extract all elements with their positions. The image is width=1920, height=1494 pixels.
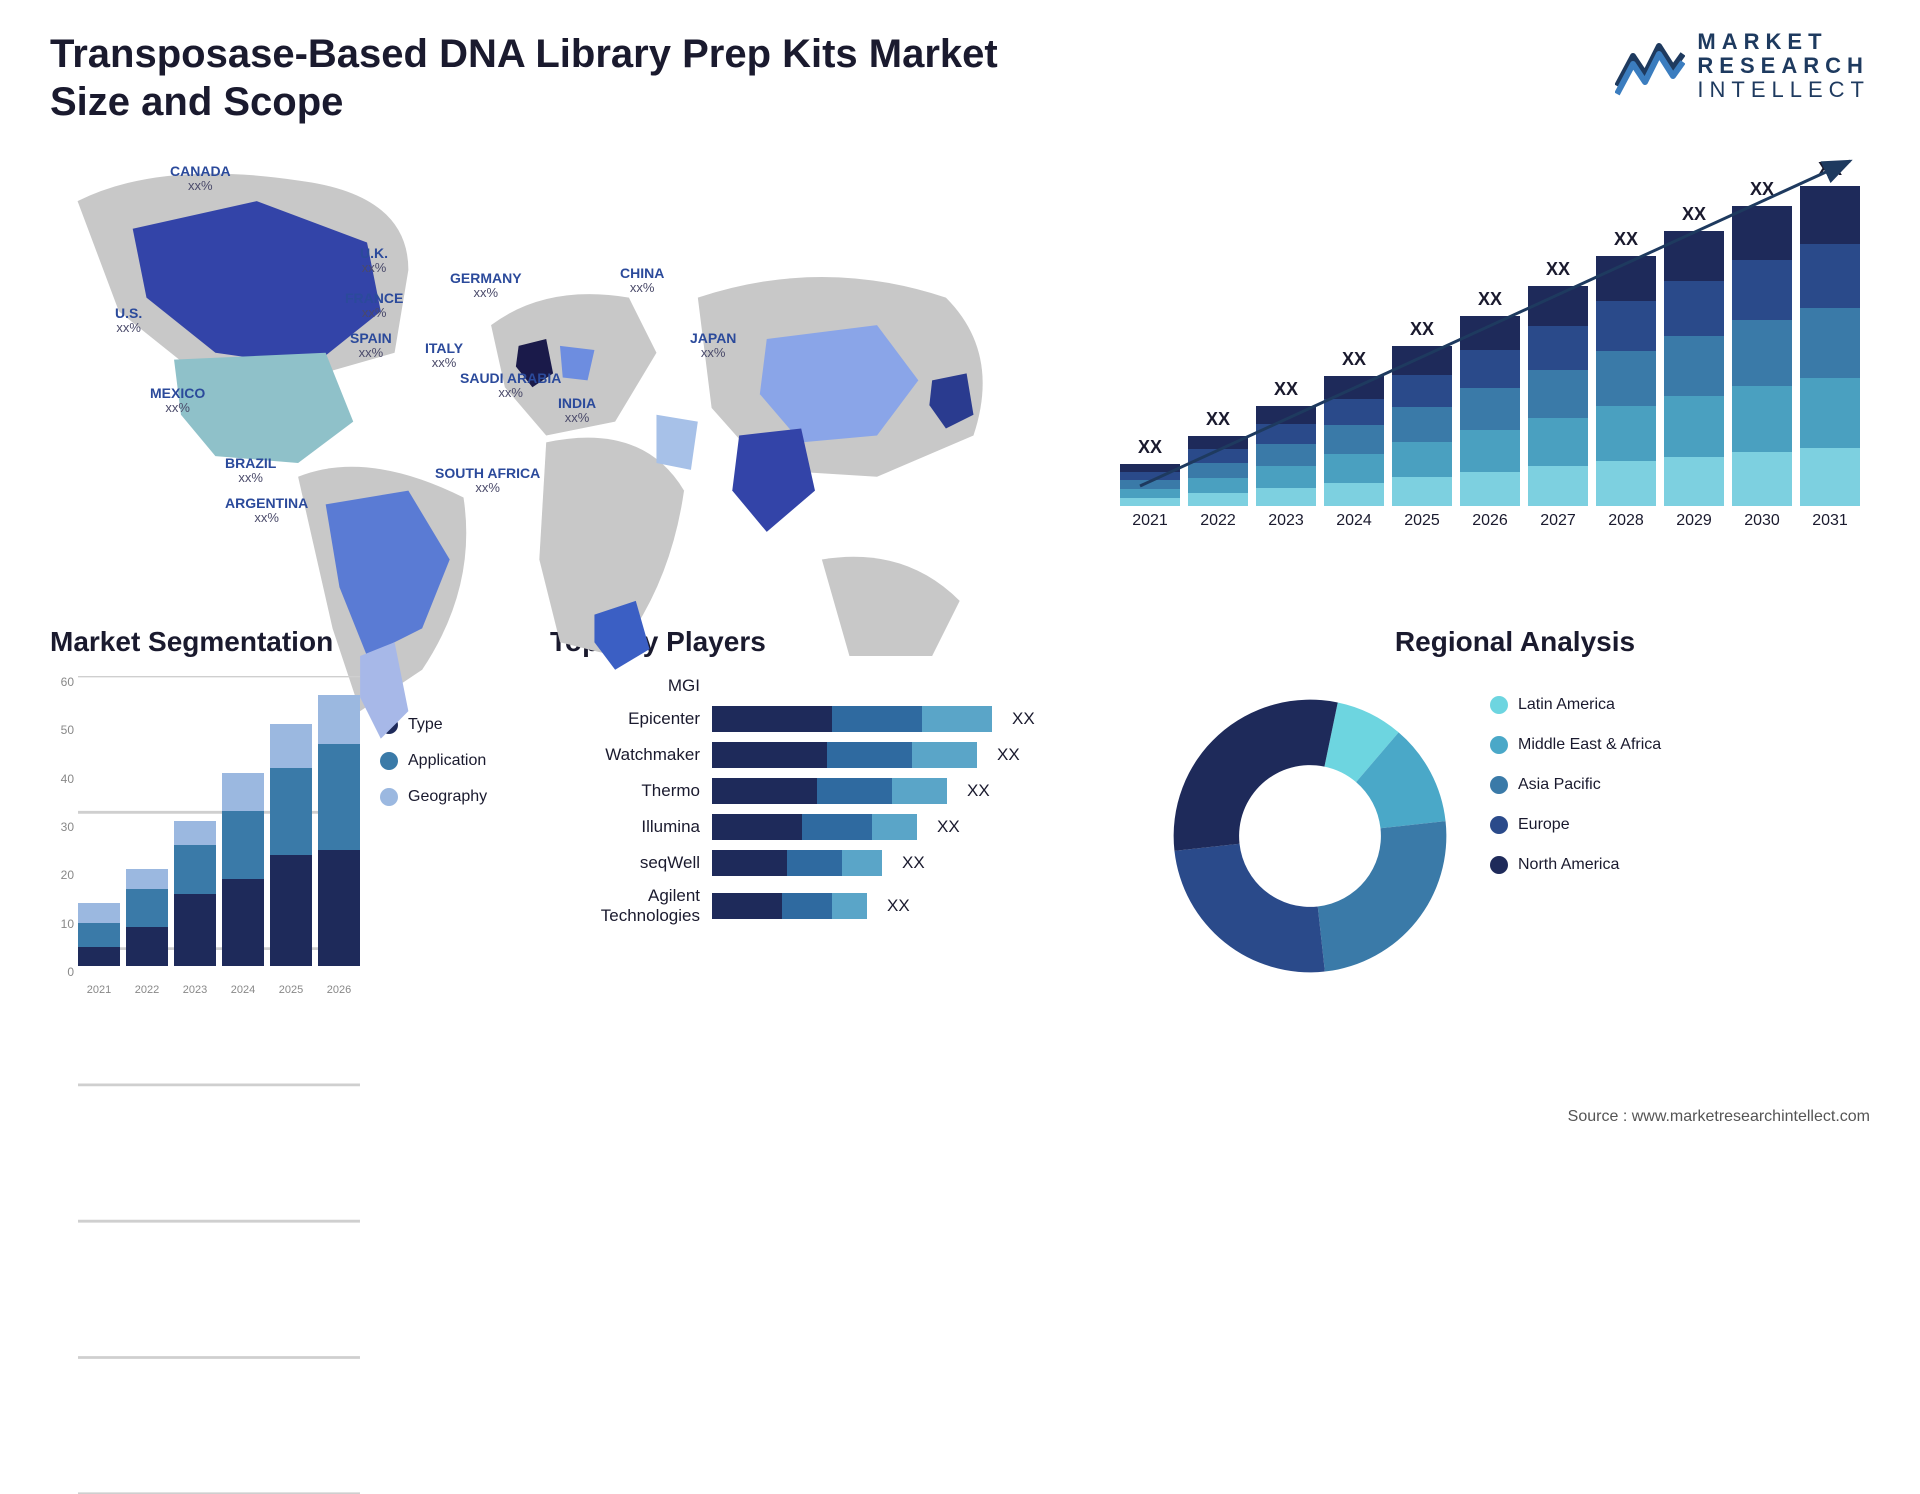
regional-panel: Regional Analysis Latin America Middle Ea… <box>1160 626 1870 1046</box>
segmentation-chart: 0102030405060 202120222023202420252026 <box>50 676 360 996</box>
segmentation-year-label: 2025 <box>270 984 312 996</box>
growth-bar: XX <box>1324 349 1384 506</box>
growth-year-label: 2029 <box>1664 512 1724 530</box>
legend-item: Europe <box>1490 816 1661 834</box>
growth-bar: XX <box>1800 159 1860 506</box>
map-label: BRAZILxx% <box>225 456 276 486</box>
legend-item: Middle East & Africa <box>1490 736 1661 754</box>
regional-legend: Latin America Middle East & Africa Asia Pa… <box>1490 676 1661 986</box>
growth-bar: XX <box>1528 259 1588 506</box>
growth-year-label: 2022 <box>1188 512 1248 530</box>
growth-chart: XXXXXXXXXXXXXXXXXXXXXX 20212022202320242… <box>1110 146 1870 586</box>
growth-year-label: 2021 <box>1120 512 1180 530</box>
map-label: INDIAxx% <box>558 396 596 426</box>
donut-slice <box>1318 821 1447 971</box>
regional-title: Regional Analysis <box>1160 626 1870 658</box>
growth-year-label: 2025 <box>1392 512 1452 530</box>
page-title: Transposase-Based DNA Library Prep Kits … <box>50 30 1050 126</box>
growth-year-label: 2027 <box>1528 512 1588 530</box>
growth-year-label: 2030 <box>1732 512 1792 530</box>
player-row: Agilent TechnologiesXX <box>550 886 1130 926</box>
logo: MARKET RESEARCH INTELLECT <box>1615 30 1870 103</box>
map-label: MEXICOxx% <box>150 386 205 416</box>
player-row: ThermoXX <box>550 778 1130 804</box>
map-label: GERMANYxx% <box>450 271 522 301</box>
donut-slice <box>1174 700 1338 851</box>
map-label: ARGENTINAxx% <box>225 496 308 526</box>
growth-bar: XX <box>1120 437 1180 506</box>
growth-bar: XX <box>1596 229 1656 506</box>
segmentation-year-label: 2024 <box>222 984 264 996</box>
growth-year-label: 2023 <box>1256 512 1316 530</box>
map-label: CHINAxx% <box>620 266 664 296</box>
growth-bar: XX <box>1188 409 1248 506</box>
legend-item: North America <box>1490 856 1661 874</box>
segmentation-bar <box>318 695 360 966</box>
growth-year-label: 2028 <box>1596 512 1656 530</box>
player-row: seqWellXX <box>550 850 1130 876</box>
player-row: WatchmakerXX <box>550 742 1130 768</box>
segmentation-bar <box>270 724 312 966</box>
legend-item: Asia Pacific <box>1490 776 1661 794</box>
segmentation-year-label: 2021 <box>78 984 120 996</box>
growth-year-label: 2026 <box>1460 512 1520 530</box>
growth-bar: XX <box>1732 179 1792 506</box>
segmentation-year-label: 2026 <box>318 984 360 996</box>
growth-bar: XX <box>1256 379 1316 506</box>
logo-icon <box>1615 36 1685 96</box>
map-label: SPAINxx% <box>350 331 392 361</box>
legend-item: Application <box>380 752 520 770</box>
growth-bar: XX <box>1664 204 1724 506</box>
segmentation-bar <box>126 869 168 966</box>
legend-item: Latin America <box>1490 696 1661 714</box>
segmentation-bar <box>174 821 216 966</box>
player-row: IlluminaXX <box>550 814 1130 840</box>
segmentation-bar <box>222 773 264 966</box>
map-label: CANADAxx% <box>170 164 231 194</box>
map-label: U.K.xx% <box>360 246 388 276</box>
map-label: SOUTH AFRICAxx% <box>435 466 540 496</box>
growth-year-label: 2024 <box>1324 512 1384 530</box>
map-label: FRANCExx% <box>345 291 403 321</box>
world-map: CANADAxx% U.S.xx% MEXICOxx% BRAZILxx% ARGENT… <box>50 146 1070 586</box>
logo-text: MARKET RESEARCH INTELLECT <box>1697 30 1870 103</box>
growth-year-label: 2031 <box>1800 512 1860 530</box>
map-label: SAUDI ARABIAxx% <box>460 371 561 401</box>
map-label: ITALYxx% <box>425 341 463 371</box>
segmentation-year-label: 2022 <box>126 984 168 996</box>
segmentation-bar <box>78 903 120 966</box>
growth-bar: XX <box>1460 289 1520 506</box>
regional-donut <box>1160 686 1460 986</box>
map-label: U.S.xx% <box>115 306 142 336</box>
legend-item: Geography <box>380 788 520 806</box>
source-text: Source : www.marketresearchintellect.com <box>1568 1108 1870 1126</box>
donut-slice <box>1174 844 1324 973</box>
growth-bar: XX <box>1392 319 1452 506</box>
segmentation-year-label: 2023 <box>174 984 216 996</box>
map-label: JAPANxx% <box>690 331 736 361</box>
